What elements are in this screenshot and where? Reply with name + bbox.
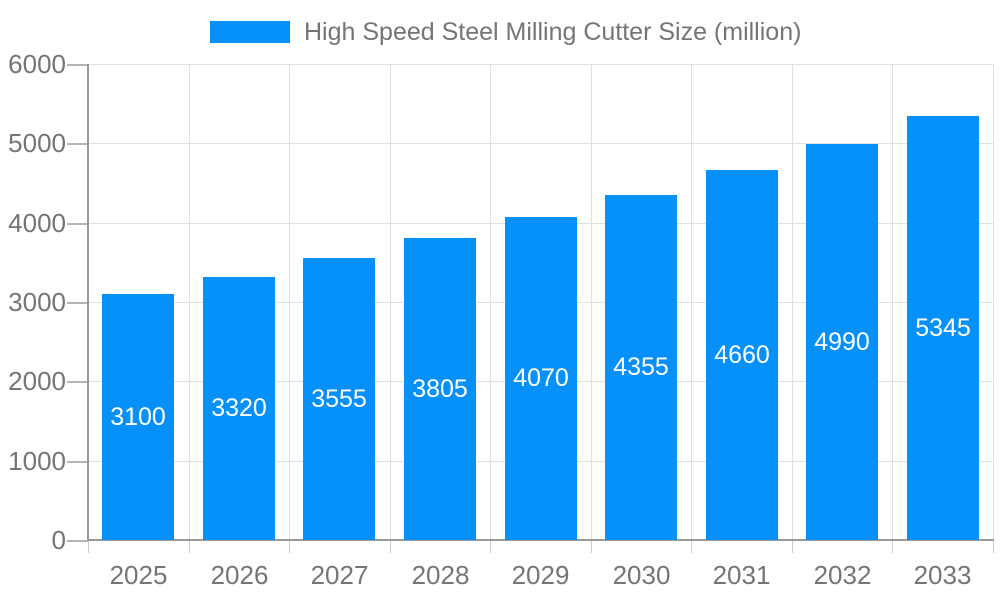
x-gridline: [591, 64, 592, 540]
x-axis-label: 2027: [310, 560, 369, 590]
x-tick: [390, 540, 391, 553]
x-tick: [792, 540, 793, 553]
y-tick: [67, 64, 88, 66]
y-tick: [67, 143, 88, 145]
y-axis-line: [87, 64, 89, 541]
x-gridline: [189, 64, 190, 540]
bar-value-label: 4355: [613, 353, 669, 381]
bar-value-label: 3555: [311, 384, 367, 413]
bar-value-label: 4070: [513, 364, 569, 392]
x-axis-label: 2033: [913, 560, 972, 590]
y-tick: [67, 302, 88, 304]
bar-value-label: 3100: [110, 402, 166, 431]
y-axis-label: 4000: [8, 208, 66, 238]
bar[interactable]: 3320: [203, 277, 275, 540]
y-axis-label: 3000: [8, 287, 66, 317]
bar-value-label: 5345: [915, 313, 971, 342]
x-tick: [289, 540, 290, 553]
x-tick: [892, 540, 893, 553]
y-tick: [67, 461, 88, 463]
x-axis-label: 2028: [411, 560, 470, 590]
x-axis-label: 2031: [712, 560, 771, 590]
y-axis-label: 1000: [8, 446, 66, 476]
y-axis-label: 5000: [8, 128, 66, 158]
y-gridline: [88, 64, 993, 65]
x-gridline: [691, 64, 692, 540]
x-tick: [691, 540, 692, 553]
y-axis-label: 2000: [8, 366, 66, 396]
y-tick: [67, 540, 88, 542]
x-axis-line: [87, 539, 994, 541]
bar[interactable]: 3805: [404, 238, 476, 540]
x-gridline: [892, 64, 893, 540]
x-axis-label: 2025: [109, 560, 168, 590]
x-gridline: [390, 64, 391, 540]
x-tick: [88, 540, 89, 553]
x-axis-label: 2030: [612, 560, 671, 590]
legend-label: High Speed Steel Milling Cutter Size (mi…: [304, 18, 802, 46]
legend-swatch: [210, 21, 290, 43]
bar[interactable]: 4660: [706, 170, 778, 540]
y-gridline: [88, 143, 993, 144]
x-gridline: [792, 64, 793, 540]
x-axis-label: 2029: [511, 560, 570, 590]
legend-item[interactable]: High Speed Steel Milling Cutter Size (mi…: [210, 18, 801, 46]
y-tick: [67, 381, 88, 383]
y-axis-label: 0: [51, 525, 66, 555]
bar-value-label: 3320: [211, 394, 267, 422]
x-gridline: [993, 64, 994, 540]
bar[interactable]: 4990: [806, 144, 878, 540]
x-tick: [189, 540, 190, 553]
y-tick: [67, 223, 88, 225]
bar-value-label: 4660: [714, 340, 770, 369]
x-axis-label: 2032: [813, 560, 872, 590]
x-tick: [993, 540, 994, 553]
x-tick: [591, 540, 592, 553]
bar-value-label: 3805: [412, 374, 468, 403]
y-axis-label: 6000: [8, 49, 66, 79]
bar[interactable]: 4070: [505, 217, 577, 540]
x-gridline: [490, 64, 491, 540]
bar-value-label: 4990: [814, 327, 870, 356]
x-tick: [490, 540, 491, 553]
bar[interactable]: 3100: [102, 294, 174, 540]
bar[interactable]: 3555: [303, 258, 375, 540]
x-axis-label: 2026: [210, 560, 269, 590]
bar[interactable]: 5345: [907, 116, 979, 540]
x-gridline: [289, 64, 290, 540]
bar[interactable]: 4355: [605, 195, 677, 540]
